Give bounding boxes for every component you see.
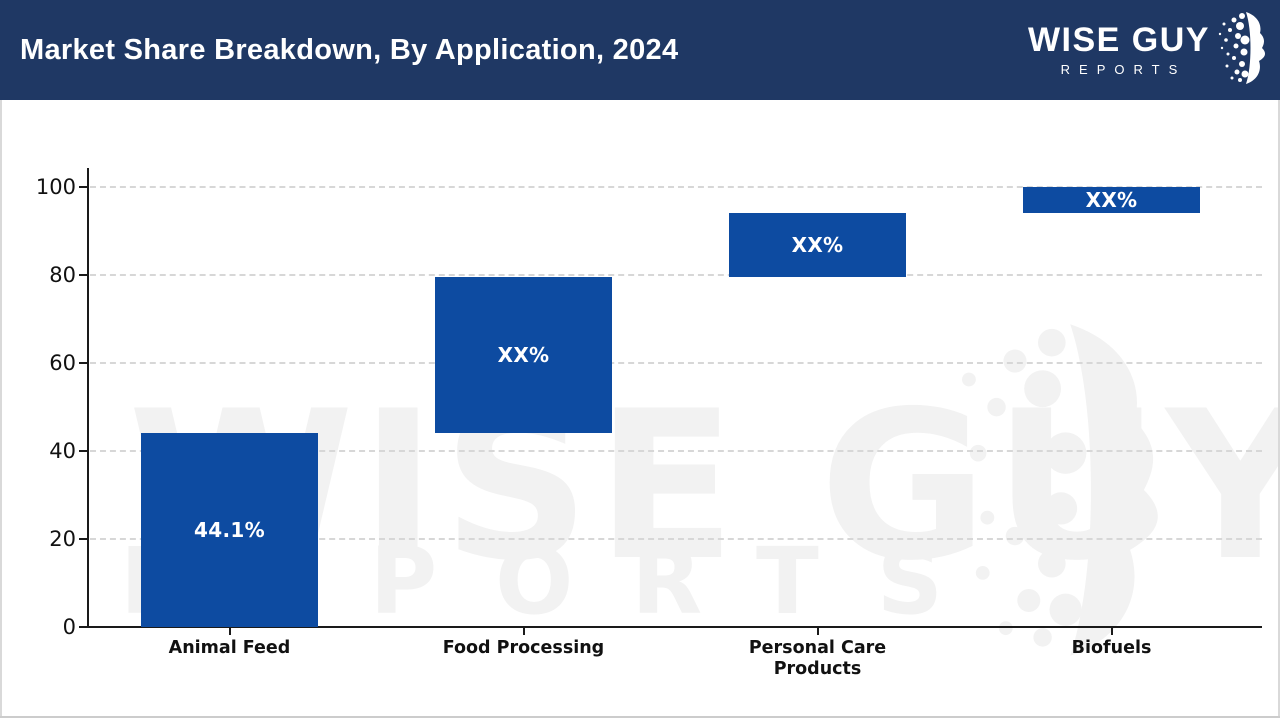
- y-tick-mark: [79, 450, 87, 452]
- bar-food-processing: XX%: [435, 277, 612, 433]
- y-tick-label: 100: [35, 175, 76, 199]
- bar-value-label: 44.1%: [194, 517, 265, 542]
- gridline-40: [90, 450, 1262, 452]
- x-tick-mark: [228, 628, 231, 635]
- y-tick-label: 60: [49, 351, 76, 375]
- wise-guy-logo: WISE GUY REPORTS: [1028, 9, 1266, 87]
- y-tick-mark: [79, 186, 87, 188]
- y-tick-label: 0: [62, 615, 76, 639]
- y-tick-label: 80: [49, 263, 76, 287]
- y-tick-label: 20: [49, 527, 76, 551]
- y-tick-mark: [79, 274, 87, 276]
- bar-value-label: XX%: [1085, 187, 1138, 212]
- y-axis-line: [87, 168, 89, 628]
- bar-value-label: XX%: [791, 233, 844, 258]
- bar-value-label: XX%: [497, 343, 550, 368]
- x-axis-label-animal-feed: Animal Feed: [168, 638, 291, 658]
- logo-face-icon: [1218, 12, 1266, 84]
- header-bar: Market Share Breakdown, By Application, …: [0, 0, 1280, 100]
- logo-wordmark: WISE GUY: [1027, 20, 1210, 59]
- y-tick-mark: [79, 538, 87, 540]
- right-border: [1278, 100, 1280, 718]
- x-tick-mark: [1110, 628, 1113, 635]
- x-axis-label-personal-care-products: Personal Care Products: [748, 638, 887, 679]
- logo-text: WISE GUY REPORTS: [1028, 20, 1210, 77]
- x-axis-line: [87, 626, 1262, 628]
- x-axis-label-biofuels: Biofuels: [1071, 638, 1152, 658]
- page-title: Market Share Breakdown, By Application, …: [20, 33, 679, 66]
- gridline-20: [90, 538, 1262, 540]
- bar-animal-feed: 44.1%: [141, 432, 318, 627]
- gridline-60: [90, 362, 1262, 364]
- bar-biofuels: XX%: [1023, 187, 1200, 213]
- gridline-100: [90, 186, 1262, 188]
- x-tick-mark: [816, 628, 819, 635]
- y-tick-mark: [79, 362, 87, 364]
- chart: WISE GUY REPORTS: [0, 100, 1280, 720]
- logo-subtitle: REPORTS: [1060, 61, 1187, 77]
- x-tick-mark: [522, 628, 525, 635]
- bottom-border: [0, 716, 1280, 718]
- y-tick-mark: [79, 626, 87, 628]
- left-border: [0, 100, 2, 718]
- x-axis-label-food-processing: Food Processing: [442, 638, 605, 658]
- y-tick-label: 40: [49, 439, 76, 463]
- gridline-80: [90, 274, 1262, 276]
- watermark-face: [944, 324, 1158, 656]
- bar-personal-care-products: XX%: [729, 212, 906, 278]
